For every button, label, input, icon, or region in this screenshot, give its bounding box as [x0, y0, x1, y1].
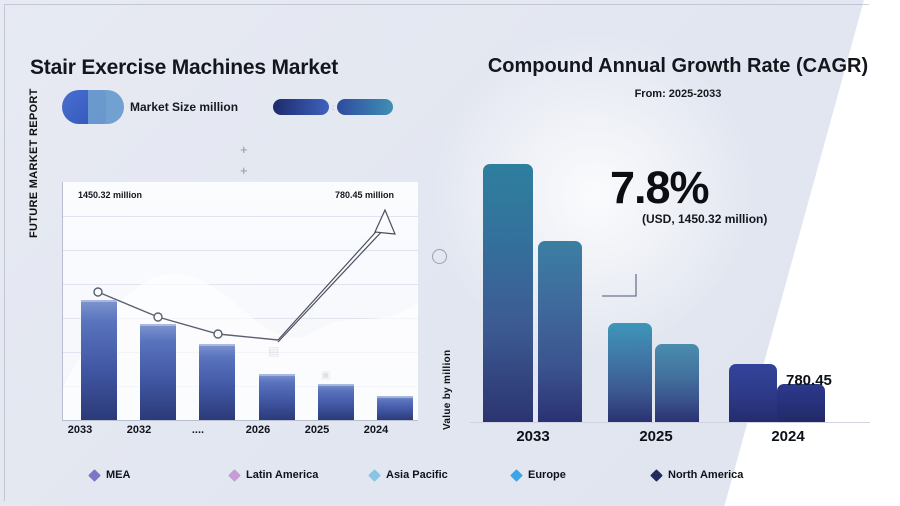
legend-swatch-mea — [88, 468, 101, 482]
legend-item-europe[interactable]: Europe — [510, 468, 566, 482]
bar-2033 — [81, 300, 117, 420]
market-size-label: Market Size million — [130, 100, 239, 114]
right-axis-label: Value by million — [442, 349, 453, 430]
plus-marker-2: + — [240, 163, 248, 178]
legend-item-latin-america[interactable]: Latin America — [228, 468, 319, 482]
value-label-2024: 780.45 — [786, 372, 832, 389]
bar-dots — [199, 344, 235, 420]
watermark-icon-2: ▣ — [321, 370, 331, 381]
cagr-title: Compound Annual Growth Rate (CAGR) — [487, 55, 869, 77]
right-chart-baseline — [470, 422, 870, 423]
legend-label: Asia Pacific — [386, 469, 448, 481]
xtick-r-2025: 2025 — [639, 428, 673, 445]
bar-2024-back — [777, 384, 825, 422]
y-axis-label: FUTURE MARKET REPORT — [28, 88, 40, 238]
brand-logo-icon — [62, 90, 124, 124]
legend-swatch-north-america — [650, 468, 663, 482]
xtick-2033: 2033 — [67, 424, 93, 436]
minus-circle-icon — [432, 249, 447, 264]
bar-2024-front — [729, 364, 777, 422]
legend-pills: : — [273, 99, 394, 115]
pill-swatch-primary — [273, 99, 329, 115]
bar-2032 — [140, 324, 176, 420]
legend-label: North America — [668, 469, 744, 481]
annotation-left: 1450.32 million — [78, 190, 143, 200]
legend-item-north-america[interactable]: North America — [650, 468, 744, 482]
annotation-right: 780.45 million — [335, 190, 395, 200]
plus-marker-1: + — [240, 142, 248, 157]
bar-2025 — [318, 384, 354, 420]
pill-swatch-secondary — [337, 99, 394, 115]
legend-swatch-asia-pacific — [368, 468, 381, 482]
xtick-2032: 2032 — [126, 424, 152, 436]
xtick-dots: .... — [191, 424, 205, 436]
bar-2033-front — [483, 164, 533, 422]
cagr-note: (USD, 1450.32 million) — [642, 212, 768, 226]
legend-swatch-europe — [510, 468, 523, 482]
xtick-r-2033: 2033 — [516, 428, 550, 445]
bar-2033-back — [538, 241, 582, 422]
pill-separator: : — [332, 102, 335, 112]
xtick-2025: 2025 — [304, 424, 330, 436]
bar-2025-front — [608, 323, 652, 422]
cagr-subtitle: From: 2025-2033 — [634, 88, 722, 100]
left-chart-plot: ▤ ▣ — [62, 182, 418, 421]
legend-item-mea[interactable]: MEA — [88, 468, 131, 482]
legend-item-asia-pacific[interactable]: Asia Pacific — [368, 468, 448, 482]
bar-2026 — [259, 374, 295, 420]
legend-swatch-latin-america — [228, 468, 241, 482]
bar-2025-back — [655, 344, 699, 422]
xtick-2026: 2026 — [245, 424, 271, 436]
cagr-value: 7.8% — [610, 162, 710, 213]
xtick-r-2024: 2024 — [771, 428, 805, 445]
watermark-icon-1: ▤ — [268, 344, 280, 358]
xtick-2024: 2024 — [363, 424, 389, 436]
page-title: Stair Exercise Machines Market — [30, 56, 338, 79]
small-bracket-icon — [602, 274, 637, 297]
legend-label: Europe — [528, 469, 566, 481]
legend-label: Latin America — [246, 469, 319, 481]
bar-2024 — [377, 396, 413, 420]
legend-label: MEA — [106, 469, 131, 481]
logo-row: Market Size million — [62, 90, 238, 124]
legend: MEA Latin America Asia Pacific Europe No… — [0, 462, 900, 490]
